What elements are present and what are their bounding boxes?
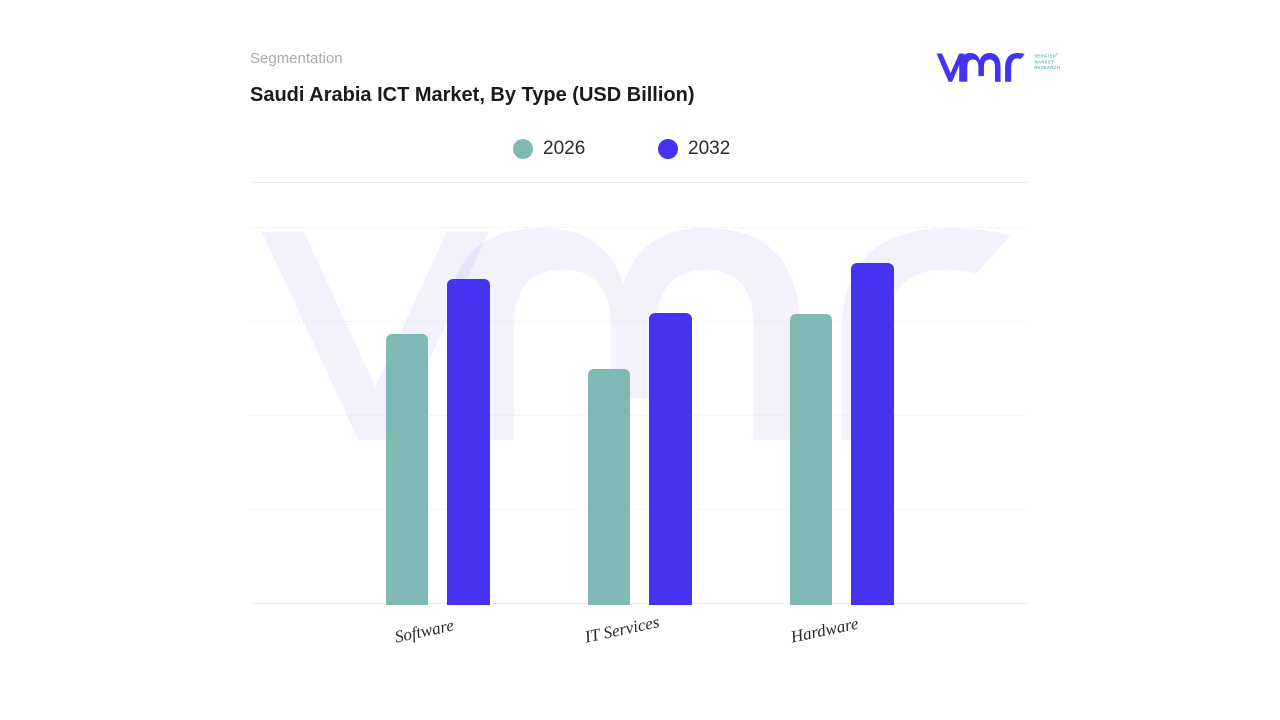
svg-text:RESEARCH: RESEARCH [1034,65,1060,70]
svg-text:MARKET: MARKET [1034,59,1054,64]
svg-text:VERIFIED®: VERIFIED® [1034,53,1058,58]
